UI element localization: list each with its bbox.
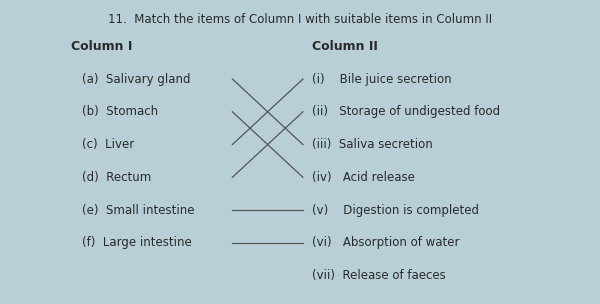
Text: (a)  Salivary gland: (a) Salivary gland: [82, 73, 191, 85]
Text: (vii)  Release of faeces: (vii) Release of faeces: [312, 269, 446, 282]
Text: (e)  Small intestine: (e) Small intestine: [82, 204, 195, 216]
Text: (iv)   Acid release: (iv) Acid release: [312, 171, 415, 184]
Text: Column II: Column II: [312, 40, 377, 53]
Text: (d)  Rectum: (d) Rectum: [82, 171, 152, 184]
Text: (c)  Liver: (c) Liver: [82, 138, 134, 151]
Text: (ii)   Storage of undigested food: (ii) Storage of undigested food: [312, 105, 500, 118]
Text: (v)    Digestion is completed: (v) Digestion is completed: [312, 204, 479, 216]
Text: (iii)  Saliva secretion: (iii) Saliva secretion: [312, 138, 433, 151]
Text: (i)    Bile juice secretion: (i) Bile juice secretion: [312, 73, 451, 85]
Text: (f)  Large intestine: (f) Large intestine: [82, 237, 192, 249]
Text: 11.  Match the items of Column I with suitable items in Column II: 11. Match the items of Column I with sui…: [108, 13, 492, 26]
Text: Column I: Column I: [71, 40, 132, 53]
Text: (b)  Stomach: (b) Stomach: [82, 105, 158, 118]
Text: (vi)   Absorption of water: (vi) Absorption of water: [312, 237, 459, 249]
